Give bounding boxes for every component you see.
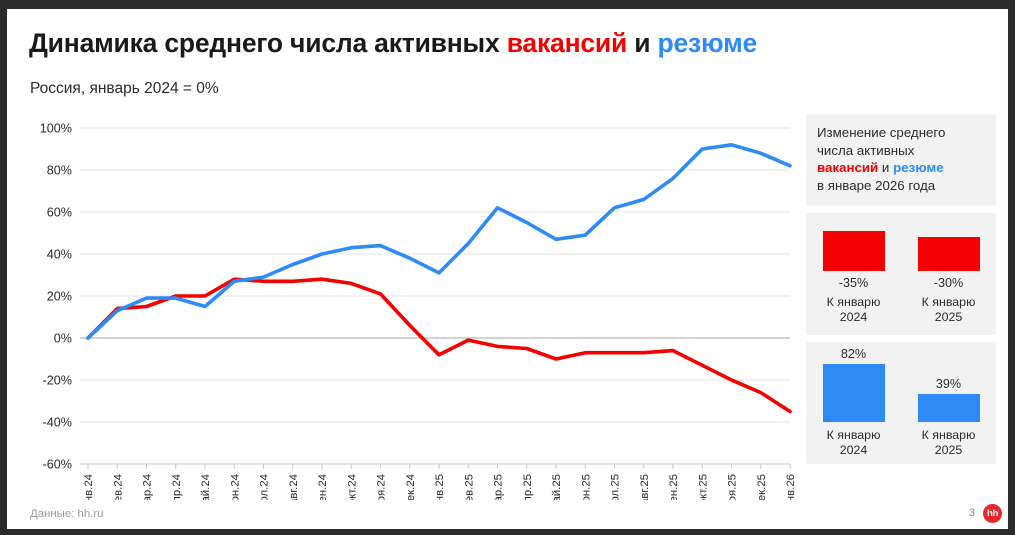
x-axis-label-12: янв.25 [434,474,446,500]
x-axis-label-0: янв.24 [83,474,95,500]
vacancies-bar-caption-0: К январю 2024 [806,295,901,326]
chart-gridlines [80,127,790,465]
vacancies-bar-caption-1: К январю 2025 [901,295,996,326]
x-axis-label-10: ноя.24 [376,474,388,500]
vacancies-caption-1-line2: 2025 [934,310,963,325]
y-axis-label-3: 40% [47,248,72,262]
y-axis-label-6: -20% [43,374,72,388]
vacancies-caption-0-line2: 2024 [839,310,868,325]
x-axis-label-17: июн.25 [580,474,592,500]
legend-line-3: вакансий и резюме [817,159,985,177]
vacancies-bar-value-1: -30% [933,275,964,290]
resumes-bar-card: 82% К январю 2024 39% К январю 2025 [806,341,996,464]
vacancies-caption-1-line1: К январю [921,294,976,309]
vacancies-bar-group-0: -35% К январю 2024 [806,213,901,335]
title-word-resumes: резюме [657,28,758,58]
y-axis-label-2: 60% [47,206,72,220]
source-note: Данные: hh.ru [30,508,104,520]
x-axis-label-1: фев.24 [112,474,124,500]
y-axis-label-1: 80% [47,164,72,178]
left-border-strip [0,0,7,535]
y-axis-label-0: 100% [40,122,72,136]
resumes-bar-caption-0: К январю 2024 [806,428,901,459]
x-axis-label-5: июн.24 [229,474,241,500]
x-axis-label-9: окт.24 [346,474,358,500]
x-axis-label-6: июл.24 [259,474,271,500]
series-line-resumes [86,143,792,340]
title-word-vacancies: вакансий [506,28,628,58]
vacancies-bar-value-0: -35% [838,275,869,290]
series-line-vacancies [86,277,792,414]
page-title: Динамика среднего числа активных ваканси… [29,28,757,59]
chart-x-axis-labels: янв.24 фев.24 мар.24 апр.24 май.24 июн.24 июл.… [83,474,797,500]
resumes-bar-value-1: 39% [935,376,962,391]
resumes-bar-group-0: 82% К январю 2024 [806,342,901,464]
resumes-caption-0-line1: К январю [826,427,881,442]
chart-y-axis-labels: 100% 80% 60% 40% 20% 0% -20% -40% -60% [40,122,72,472]
x-axis-label-13: фев.25 [463,474,475,500]
side-panel: Изменение среднего числа активных ваканс… [806,114,996,471]
x-axis-label-3: апр.24 [171,474,183,500]
x-axis-label-16: май.25 [551,474,563,500]
resumes-caption-0-line2: 2024 [839,443,868,458]
x-axis-label-23: дек.25 [756,474,768,500]
page-subtitle: Россия, январь 2024 = 0% [30,80,219,97]
resumes-caption-1-line1: К январю [921,427,976,442]
chart-x-axis-ticks [87,464,791,469]
hh-logo-icon: hh [983,504,1002,523]
y-axis-label-5: 0% [54,332,72,346]
x-axis-label-22: ноя.25 [727,474,739,500]
resumes-bar-value-0: 82% [840,346,867,361]
x-axis-label-21: окт.25 [697,474,709,500]
x-axis-label-15: апр.25 [522,474,534,500]
vacancies-bar-0 [822,230,885,271]
resumes-bar-0 [822,363,885,422]
y-axis-label-8: -60% [43,458,72,472]
x-axis-label-4: май.24 [200,474,212,500]
resumes-bar-1 [917,393,980,422]
right-border-strip [1008,0,1015,535]
x-axis-label-18: июл.25 [610,474,622,500]
y-axis-label-7: -40% [43,416,72,430]
legend-word-resumes: резюме [893,160,944,176]
line-chart: 100% 80% 60% 40% 20% 0% -20% -40% -60% янв.24 фев… [40,122,797,501]
legend-word-vacancies: вакансий [817,160,879,176]
x-axis-label-20: сен.25 [668,474,680,500]
resumes-bar-group-1: 39% К январю 2025 [901,342,996,464]
legend-card: Изменение среднего числа активных ваканс… [806,114,996,206]
x-axis-label-8: сен.24 [317,474,329,500]
resumes-caption-1-line2: 2025 [934,443,963,458]
legend-line-4: в январе 2026 года [817,178,936,194]
legend-word-and: и [878,160,894,176]
title-conjunction: и [627,28,658,58]
x-axis-label-14: мар.25 [493,474,505,500]
vacancies-bar-1 [917,236,980,271]
bottom-border-strip [0,529,1015,535]
legend-line-2: числа активных [817,142,915,158]
legend-line-1: Изменение среднего [817,125,946,140]
x-axis-label-2: мар.24 [142,474,154,500]
y-axis-label-4: 20% [47,290,72,304]
chart-series-lines [86,143,792,414]
vacancies-bar-group-1: -30% К январю 2025 [901,213,996,335]
x-axis-label-7: авг.24 [288,474,300,500]
resumes-bar-caption-1: К январю 2025 [901,428,996,459]
chart-svg: 100% 80% 60% 40% 20% 0% -20% -40% -60% янв.24 фев… [40,122,797,501]
vacancies-bar-card: -35% К январю 2024 -30% К январю 2025 [806,212,996,335]
top-border-strip [0,0,1015,9]
page-number: 3 [968,507,975,519]
title-prefix: Динамика среднего числа активных [29,28,507,58]
vacancies-caption-0-line1: К январю [826,294,881,309]
x-axis-label-19: авг.25 [639,474,651,500]
x-axis-label-11: дек.24 [405,474,417,500]
x-axis-label-24: янв.26 [785,474,797,500]
